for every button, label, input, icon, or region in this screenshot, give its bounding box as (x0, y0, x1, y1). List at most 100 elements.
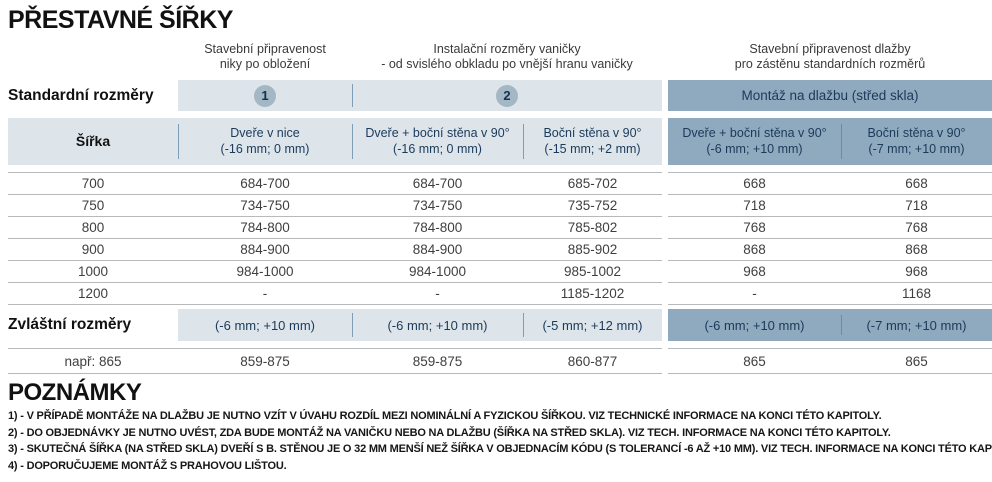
value-cell: 785-802 (523, 217, 662, 239)
standard-sizes-band: Standardní rozměry 1 2 Montáž na dlažbu … (8, 80, 992, 111)
tolerance-cell: (-5 mm; +12 mm) (523, 309, 662, 341)
value-cell: 734-750 (352, 195, 523, 217)
column-gap (662, 118, 668, 165)
value-cell: 718 (841, 195, 992, 217)
table-row: 800 784-800 784-800 785-802 768 768 (8, 217, 992, 239)
example-width-cell: např: 865 (8, 348, 178, 374)
value-cell: 885-902 (523, 239, 662, 261)
tolerance-value: (-5 mm; +12 mm) (542, 317, 643, 333)
value-cell: - (668, 283, 841, 305)
col-header-width: Šířka (8, 118, 178, 165)
value-cell: 1168 (841, 283, 992, 305)
badge-1: 1 (254, 84, 276, 107)
note-line: 1) - V PŘÍPADĚ MONTÁŽE NA DLAŽBU JE NUTN… (8, 408, 992, 425)
note-number: 2) (8, 426, 18, 439)
column-gap (662, 283, 668, 304)
catalog-page: PŘESTAVNÉ ŠÍŘKY Stavební připravenost ni… (0, 8, 992, 482)
group-header-tile: Stavební připravenost dlažby pro zástěnu… (734, 41, 926, 71)
value-cell: 684-700 (352, 172, 523, 195)
column-gap (662, 172, 668, 193)
note-number: 3) (8, 443, 18, 456)
size-table-body: 700 684-700 684-700 685-702 668 668 750 … (0, 172, 992, 305)
group-header-row: Stavební připravenost niky po obložení I… (8, 38, 992, 76)
note-text: - DOPORUČUJEME MONTÁŽ S PRAHOVOU LIŠTOU. (20, 459, 287, 472)
tolerance-value: (-6 mm; +10 mm) (214, 317, 316, 333)
column-gap (662, 239, 668, 260)
note-line: 3) - SKUTEČNÁ ŠÍŘKA (NA STŘED SKLA) DVEŘ… (8, 441, 992, 458)
value-cell: 685-702 (523, 172, 662, 195)
special-sizes-band: Zvláštní rozměry (-6 mm; +10 mm) (-6 mm;… (8, 309, 992, 341)
width-cell: 750 (8, 195, 178, 217)
tile-mounting-label: Montáž na dlažbu (střed skla) (741, 88, 919, 103)
col-header-door-side-90-tile: Dveře + boční stěna v 90° (-6 mm; +10 mm… (668, 118, 841, 165)
value-cell: 968 (668, 261, 841, 283)
value-cell: 865 (668, 348, 841, 374)
value-cell: 985-1002 (523, 261, 662, 283)
badge-2: 2 (496, 84, 518, 107)
standard-sizes-label: Standardní rozměry (8, 80, 178, 111)
width-cell: 700 (8, 172, 178, 195)
value-cell: 865 (841, 348, 992, 374)
column-gap (662, 261, 668, 282)
note-line: 2) - DO OBJEDNÁVKY JE NUTNO UVÉST, ZDA B… (8, 425, 992, 442)
tolerance-cell: (-7 mm; +10 mm) (841, 309, 992, 341)
tolerance-value: (-7 mm; +10 mm) (866, 317, 967, 333)
table-row: 900 884-900 884-900 885-902 868 868 (8, 239, 992, 261)
value-cell: 735-752 (523, 195, 662, 217)
value-cell: 668 (841, 172, 992, 195)
tolerance-cell: (-6 mm; +10 mm) (178, 309, 352, 341)
page-title: PŘESTAVNÉ ŠÍŘKY (8, 6, 233, 34)
value-cell: 684-700 (178, 172, 352, 195)
value-cell: 734-750 (178, 195, 352, 217)
value-cell: 859-875 (178, 348, 352, 374)
col-header-door-side-90: Dveře + boční stěna v 90° (-16 mm; 0 mm) (352, 118, 523, 165)
note-text: - DO OBJEDNÁVKY JE NUTNO UVÉST, ZDA BUDE… (20, 426, 891, 439)
col-header-side-90-tile: Boční stěna v 90° (-7 mm; +10 mm) (841, 118, 992, 165)
column-gap (662, 195, 668, 216)
band-section-2: 2 (352, 80, 662, 111)
value-cell: 668 (668, 172, 841, 195)
value-cell: 718 (668, 195, 841, 217)
col-header-door-niche: Dveře v nice (-16 mm; 0 mm) (178, 118, 352, 165)
value-cell: 884-900 (178, 239, 352, 261)
tolerance-cell: (-6 mm; +10 mm) (352, 309, 523, 341)
note-number: 4) (8, 459, 18, 472)
notes-title: POZNÁMKY (8, 379, 142, 406)
value-cell: 984-1000 (178, 261, 352, 283)
special-sizes-label: Zvláštní rozměry (8, 309, 178, 341)
example-row: např: 865 859-875 859-875 860-877 865 86… (8, 348, 992, 374)
table-row: 700 684-700 684-700 685-702 668 668 (8, 172, 992, 195)
value-cell: 784-800 (352, 217, 523, 239)
note-line: 4) - DOPORUČUJEME MONTÁŽ S PRAHOVOU LIŠT… (8, 458, 992, 475)
value-cell: - (178, 283, 352, 305)
width-cell: 800 (8, 217, 178, 239)
value-cell: 768 (668, 217, 841, 239)
value-cell: 784-800 (178, 217, 352, 239)
width-cell: 1000 (8, 261, 178, 283)
column-gap (662, 348, 668, 372)
width-cell: 1200 (8, 283, 178, 305)
table-row: 1200 - - 1185-1202 - 1168 (8, 283, 992, 305)
value-cell: - (352, 283, 523, 305)
value-cell: 1185-1202 (523, 283, 662, 305)
value-cell: 860-877 (523, 348, 662, 374)
band-tile-mounting: Montáž na dlažbu (střed skla) (668, 80, 992, 111)
tolerance-cell: (-6 mm; +10 mm) (668, 309, 841, 341)
column-gap (662, 217, 668, 238)
column-gap (662, 309, 668, 341)
value-cell: 884-900 (352, 239, 523, 261)
group-header-tray: Instalační rozměry vaničky - od svislého… (381, 41, 633, 71)
note-text: - V PŘÍPADĚ MONTÁŽE NA DLAŽBU JE NUTNO V… (20, 410, 882, 423)
table-row: 1000 984-1000 984-1000 985-1002 968 968 (8, 261, 992, 283)
notes-list: 1) - V PŘÍPADĚ MONTÁŽE NA DLAŽBU JE NUTN… (8, 408, 992, 474)
note-text: - SKUTEČNÁ ŠÍŘKA (NA STŘED SKLA) DVEŘÍ S… (20, 443, 992, 456)
column-header-row: Šířka Dveře v nice (-16 mm; 0 mm) Dveře … (8, 118, 992, 165)
width-cell: 900 (8, 239, 178, 261)
col-header-side-90: Boční stěna v 90° (-15 mm; +2 mm) (523, 118, 662, 165)
band-section-1: 1 (178, 80, 352, 111)
value-cell: 868 (841, 239, 992, 261)
table-row: 750 734-750 734-750 735-752 718 718 (8, 195, 992, 217)
tolerance-value: (-6 mm; +10 mm) (704, 317, 805, 333)
value-cell: 868 (668, 239, 841, 261)
value-cell: 968 (841, 261, 992, 283)
